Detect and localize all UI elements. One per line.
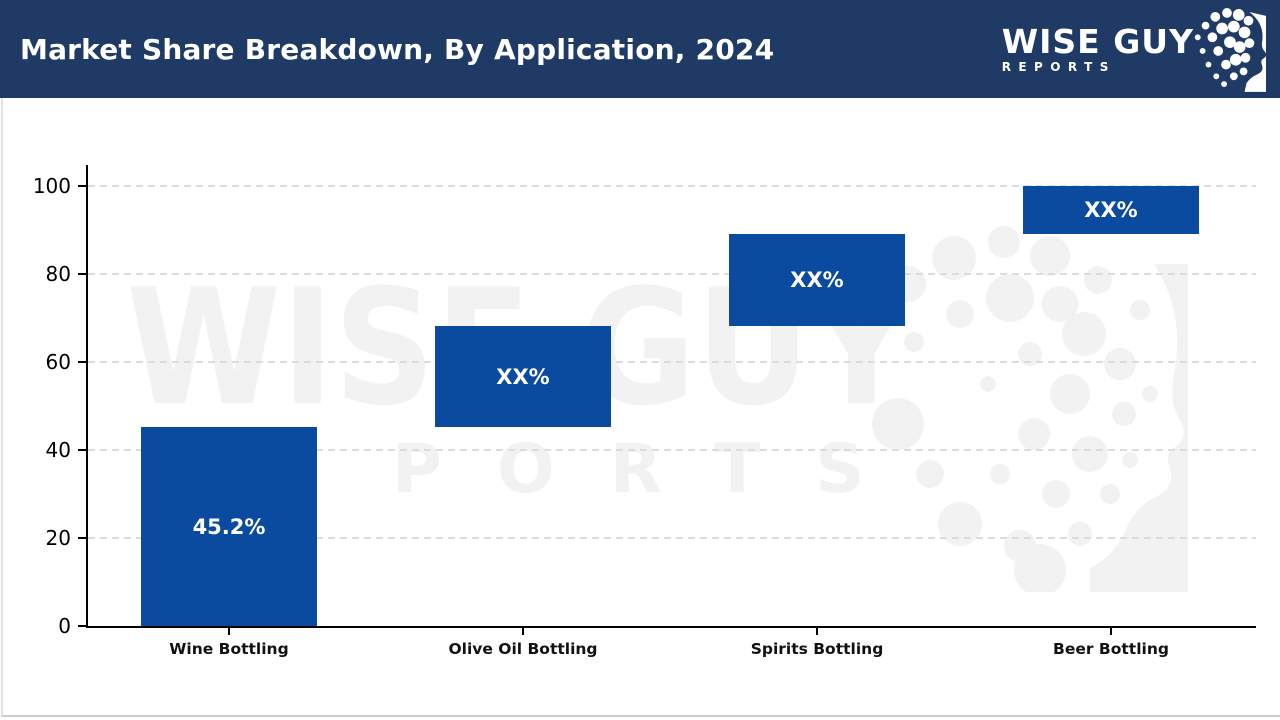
bar-value-label: XX% bbox=[1084, 197, 1138, 222]
bar-value-label: XX% bbox=[496, 364, 550, 389]
gridline bbox=[88, 273, 1256, 275]
y-axis-tick bbox=[78, 449, 88, 451]
bar: XX% bbox=[435, 326, 611, 428]
header-bar: Market Share Breakdown, By Application, … bbox=[0, 0, 1280, 98]
bar: XX% bbox=[1023, 186, 1199, 234]
bar-value-label: 45.2% bbox=[192, 514, 266, 539]
x-axis-tick bbox=[522, 628, 524, 635]
y-tick-label: 20 bbox=[45, 526, 71, 550]
gridline bbox=[88, 449, 1256, 451]
x-axis-line bbox=[86, 626, 1256, 628]
brand-subtitle: REPORTS bbox=[1001, 60, 1116, 74]
brand-name: WISE GUY bbox=[1001, 22, 1194, 61]
y-axis-tick bbox=[78, 361, 88, 363]
dotted-head-icon bbox=[1194, 8, 1266, 92]
y-axis-tick bbox=[78, 537, 88, 539]
y-tick-label: 40 bbox=[45, 438, 71, 462]
gridline bbox=[88, 185, 1256, 187]
y-axis-tick bbox=[78, 625, 88, 627]
y-axis-tick bbox=[78, 185, 88, 187]
bar: 45.2% bbox=[141, 427, 317, 626]
gridline bbox=[88, 537, 1256, 539]
y-tick-label: 60 bbox=[45, 350, 71, 374]
y-axis-tick bbox=[78, 273, 88, 275]
x-axis-tick bbox=[1110, 628, 1112, 635]
page-title: Market Share Breakdown, By Application, … bbox=[20, 32, 775, 66]
bar: XX% bbox=[729, 233, 905, 327]
x-category-label: Olive Oil Bottling bbox=[448, 640, 598, 658]
x-axis-tick bbox=[816, 628, 818, 635]
gridline bbox=[88, 361, 1256, 363]
x-category-label: Spirits Bottling bbox=[750, 640, 884, 658]
bar-value-label: XX% bbox=[790, 268, 844, 293]
x-category-label: Wine Bottling bbox=[169, 640, 289, 658]
y-tick-label: 0 bbox=[58, 614, 71, 638]
brand-logo: WISE GUY REPORTS bbox=[1002, 6, 1266, 92]
brand-logo-text: WISE GUY REPORTS bbox=[1002, 25, 1194, 73]
y-axis-line bbox=[86, 165, 88, 628]
x-category-label: Beer Bottling bbox=[1053, 640, 1169, 658]
y-tick-label: 80 bbox=[45, 262, 71, 286]
y-tick-label: 100 bbox=[32, 174, 71, 198]
x-axis-tick bbox=[228, 628, 230, 635]
